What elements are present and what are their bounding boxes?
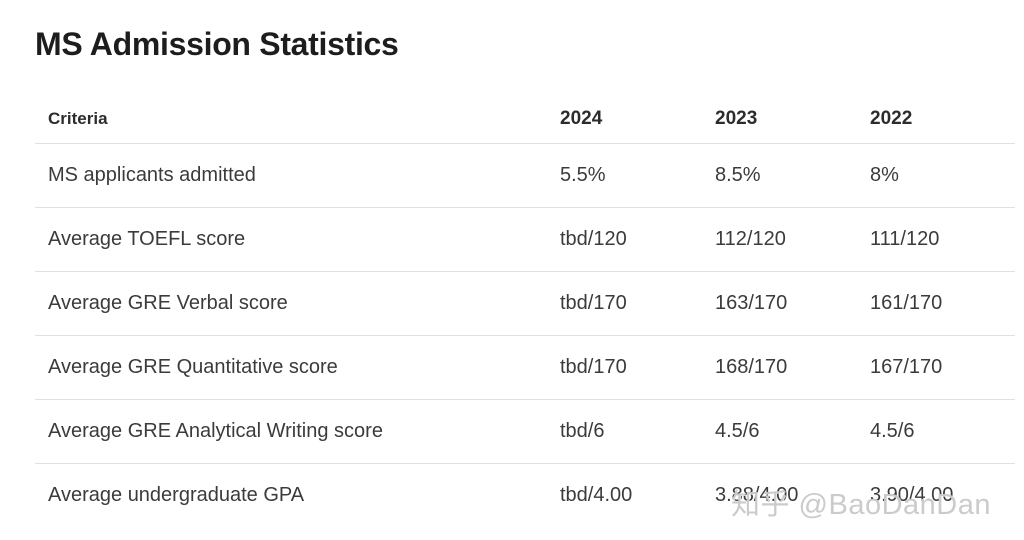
table-header: Criteria 2024 2023 2022 bbox=[35, 96, 1015, 144]
row-value-2023: 4.5/6 bbox=[715, 398, 870, 463]
row-value-2023: 163/170 bbox=[715, 270, 870, 335]
row-value-2022: 8% bbox=[870, 163, 899, 186]
table-row: Average GRE Verbal score tbd/170 163/170 16… bbox=[35, 270, 1015, 335]
admission-stats-table: Criteria 2024 2023 2022 MS applicants ad… bbox=[35, 96, 1015, 527]
table-row: Average undergraduate GPA tbd/4.00 3.88/4.… bbox=[35, 462, 1015, 527]
row-label: Average GRE Quantitative score bbox=[35, 334, 560, 399]
table-body: MS applicants admitted 5.5% 8.5% 8% Average … bbox=[35, 143, 1015, 527]
row-value-2024: tbd/170 bbox=[560, 270, 715, 335]
row-value-2022: 4.5/6 bbox=[870, 398, 1015, 463]
row-value-2022: 167/170 bbox=[870, 334, 1015, 399]
row-value-2023: 168/170 bbox=[715, 334, 870, 399]
row-label: Average undergraduate GPA bbox=[35, 462, 560, 527]
table-row: MS applicants admitted 5.5% 8.5% 8% bbox=[35, 143, 1015, 207]
column-header-criteria: Criteria bbox=[35, 96, 560, 144]
column-header-2024: 2024 bbox=[560, 96, 715, 144]
row-value-2024: tbd/120 bbox=[560, 206, 715, 271]
row-value-2022: 161/170 bbox=[870, 270, 1015, 335]
row-value-2022: 111/120 bbox=[870, 206, 1015, 271]
row-value-2024: tbd/170 bbox=[560, 334, 715, 399]
row-label: Average GRE Analytical Writing score bbox=[35, 398, 560, 463]
row-value-2023: 3.88/4.00 bbox=[715, 462, 870, 527]
table-row: Average TOEFL score tbd/120 112/120 111/120 bbox=[35, 206, 1015, 271]
page-title: MS Admission Statistics bbox=[35, 26, 399, 62]
header-row: Criteria 2024 2023 2022 bbox=[35, 96, 1015, 144]
column-header-2023: 2023 bbox=[715, 96, 870, 144]
row-value-2023: 112/120 bbox=[715, 206, 870, 271]
row-value-2024: 5.5% bbox=[560, 163, 606, 186]
row-label: Average GRE Verbal score bbox=[35, 270, 560, 335]
column-header-2022: 2022 bbox=[870, 96, 1015, 144]
table-row: Average GRE Analytical Writing score tbd/… bbox=[35, 398, 1015, 463]
row-label: MS applicants admitted bbox=[48, 163, 256, 186]
row-value-2024: tbd/4.00 bbox=[560, 462, 715, 527]
table-row: Average GRE Quantitative score tbd/170 168… bbox=[35, 334, 1015, 399]
row-label: Average TOEFL score bbox=[35, 206, 560, 271]
row-value-2024: tbd/6 bbox=[560, 398, 715, 463]
row-value-2023: 8.5% bbox=[715, 163, 761, 186]
row-value-2022: 3.90/4.00 bbox=[870, 462, 1015, 527]
